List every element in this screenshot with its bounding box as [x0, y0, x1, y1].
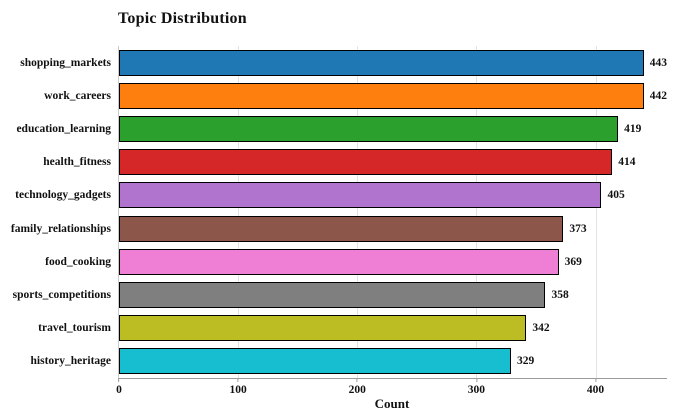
- bar-food_cooking: [119, 249, 559, 275]
- x-tick-mark: [118, 378, 120, 382]
- x-tick: 300: [468, 378, 485, 396]
- bar-row: shopping_markets 443: [20, 50, 667, 76]
- gridline: [476, 46, 478, 378]
- bar-category-label: history_heritage: [30, 355, 111, 367]
- x-tick-label: 300: [467, 384, 486, 396]
- x-tick-mark: [356, 378, 358, 382]
- bar-value-label: 373: [569, 223, 587, 235]
- bar-value-label: 419: [624, 123, 642, 135]
- bar-row: education_learning 419: [16, 116, 667, 142]
- bar-health_fitness: [119, 149, 613, 175]
- chart-title: Topic Distribution: [118, 10, 247, 27]
- bar-value-label: 414: [618, 156, 636, 168]
- bar-education_learning: [119, 116, 619, 142]
- x-tick-mark: [595, 378, 597, 382]
- x-tick-mark: [237, 378, 239, 382]
- bar-category-label: food_cooking: [45, 256, 111, 268]
- bar-category-label: technology_gadgets: [15, 189, 111, 201]
- plot-area: shopping_markets 443 work_careers 442 educat…: [11, 46, 667, 396]
- bar-row: history_heritage 329: [31, 348, 667, 374]
- bar-row: work_careers 442: [44, 83, 667, 109]
- bar-row: family_relationships 373: [11, 216, 667, 242]
- bar-sports_competitions: [119, 282, 546, 308]
- bar-value-label: 342: [532, 322, 550, 334]
- x-axis-title: Count: [374, 396, 410, 411]
- bar-row: technology_gadgets 405: [15, 182, 667, 208]
- bar-value-label: 329: [516, 355, 535, 367]
- bar-value-label: 369: [564, 256, 582, 268]
- bar-row: health_fitness 414: [43, 149, 667, 175]
- bar-history_heritage: [119, 348, 511, 374]
- x-tick-label: 400: [586, 384, 605, 396]
- bar-work_careers: [119, 83, 644, 109]
- x-tick: 400: [587, 378, 604, 396]
- bar-category-label: shopping_markets: [20, 57, 111, 69]
- bar-category-label: travel_tourism: [38, 322, 111, 334]
- gridline: [595, 46, 597, 378]
- x-tick-label: 100: [229, 384, 247, 396]
- bar-value-label: 443: [649, 57, 667, 69]
- bar-value-label: 442: [649, 90, 667, 102]
- bar-technology_gadgets: [119, 182, 602, 208]
- bar-category-label: health_fitness: [43, 156, 111, 168]
- bar-shopping_markets: [119, 50, 644, 76]
- x-tick-mark: [475, 378, 477, 382]
- bar-value-label: 358: [551, 289, 569, 301]
- bar-category-label: family_relationships: [10, 223, 111, 235]
- gridline: [357, 46, 359, 378]
- bar-row: travel_tourism 342: [38, 315, 667, 341]
- gridline: [238, 46, 240, 378]
- bar-travel_tourism: [119, 315, 527, 341]
- x-tick: 200: [349, 378, 366, 396]
- bar-row: sports_competitions 358: [13, 282, 667, 308]
- bar-value-label: 405: [607, 189, 625, 201]
- x-tick-label: 200: [348, 384, 366, 396]
- bar-family_relationships: [119, 216, 564, 242]
- bar-category-label: education_learning: [16, 123, 111, 135]
- x-tick: 0: [116, 378, 122, 396]
- x-tick-label: 0: [116, 384, 122, 396]
- x-tick: 100: [230, 378, 247, 396]
- bar-category-label: sports_competitions: [12, 289, 111, 301]
- bar-row: food_cooking 369: [45, 249, 667, 275]
- bar-category-label: work_careers: [44, 90, 111, 102]
